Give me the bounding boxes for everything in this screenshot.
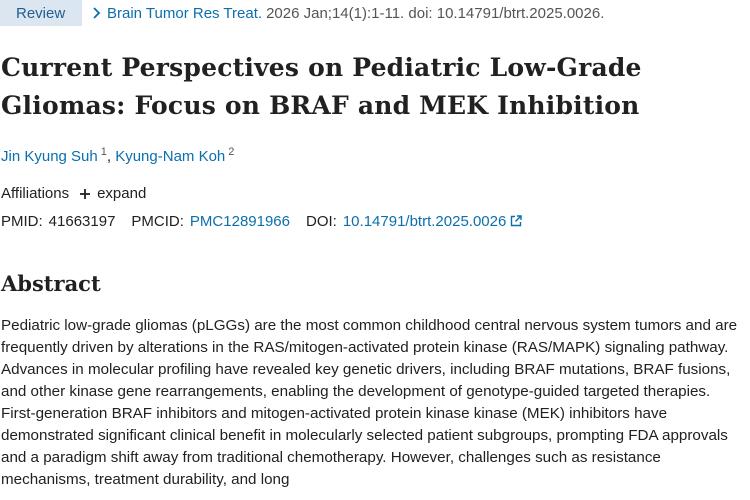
pmcid-link[interactable]: PMC12891966	[189, 213, 290, 230]
article-title: Current Perspectives on Pediatric Low-Gr…	[1, 53, 642, 120]
doi-group: DOI: 10.14791/btrt.2025.0026	[306, 213, 523, 230]
article-identifiers: PMID: 41663197 PMCID: PMC12891966 DOI: 10.1…	[1, 213, 523, 230]
author-name: Kyung-Nam Koh	[115, 148, 226, 165]
doi-value: 10.14791/btrt.2025.0026	[342, 213, 507, 230]
author-affiliation-number[interactable]: 1	[100, 146, 107, 158]
doi-link[interactable]: 10.14791/btrt.2025.0026	[342, 213, 523, 230]
author-link[interactable]: Jin Kyung Suh 1	[1, 146, 107, 165]
doi-label: DOI:	[306, 213, 337, 230]
pmcid-group: PMCID: PMC12891966	[131, 213, 290, 230]
plus-icon	[80, 188, 91, 199]
pmcid-label: PMCID:	[131, 213, 184, 230]
pmid-label: PMID:	[1, 213, 43, 230]
author-link[interactable]: Kyung-Nam Koh 2	[115, 146, 235, 165]
affiliations-expand-button[interactable]: expand	[79, 185, 146, 202]
affiliations-row: Affiliations expand	[1, 185, 146, 202]
article-citation-bar: Review Brain Tumor Res Treat. 2026 Jan;1…	[0, 0, 750, 26]
affiliations-label: Affiliations	[1, 185, 70, 202]
abstract-heading: Abstract	[1, 271, 101, 296]
pmid-value: 41663197	[48, 213, 116, 230]
citation-details: 2026 Jan;14(1):1-11. doi: 10.14791/btrt.…	[266, 4, 605, 22]
author-name: Jin Kyung Suh	[1, 148, 98, 165]
author-list: Jin Kyung Suh 1, Kyung-Nam Koh 2	[1, 146, 234, 165]
external-link-icon	[511, 215, 523, 227]
chevron-right-icon	[93, 7, 101, 19]
abstract-text: Pediatric low-grade gliomas (pLGGs) are …	[1, 317, 738, 488]
journal-link[interactable]: Brain Tumor Res Treat.	[107, 4, 263, 22]
expand-label: expand	[97, 185, 147, 202]
publication-type-badge: Review	[0, 0, 82, 26]
author-separator: ,	[106, 148, 112, 165]
author-affiliation-number[interactable]: 2	[228, 146, 235, 158]
pmid-group: PMID: 41663197	[1, 213, 115, 230]
